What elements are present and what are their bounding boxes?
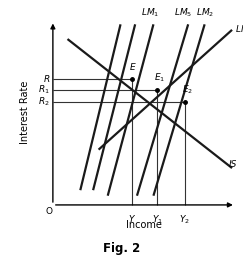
- Text: $R_2$: $R_2$: [38, 95, 50, 108]
- Text: O: O: [46, 207, 53, 216]
- Text: $Y$: $Y$: [128, 213, 137, 224]
- Text: $E_1$: $E_1$: [154, 72, 165, 84]
- Text: $LM_F$: $LM_F$: [235, 23, 243, 36]
- Text: $E$: $E$: [129, 61, 136, 72]
- Text: Fig. 2: Fig. 2: [103, 243, 140, 255]
- Text: Income: Income: [126, 220, 162, 230]
- Text: $LM_2$: $LM_2$: [196, 6, 215, 19]
- Text: IS: IS: [228, 160, 237, 169]
- Text: $Y_1$: $Y_1$: [152, 213, 163, 226]
- Text: $LM_1$: $LM_1$: [141, 6, 159, 19]
- Text: Interest Rate: Interest Rate: [20, 81, 30, 144]
- Text: $E_2$: $E_2$: [182, 84, 193, 96]
- Text: $LM_5$: $LM_5$: [174, 6, 192, 19]
- Text: $R$: $R$: [43, 73, 50, 84]
- Text: $Y_2$: $Y_2$: [179, 213, 190, 226]
- Text: $R_1$: $R_1$: [38, 84, 50, 96]
